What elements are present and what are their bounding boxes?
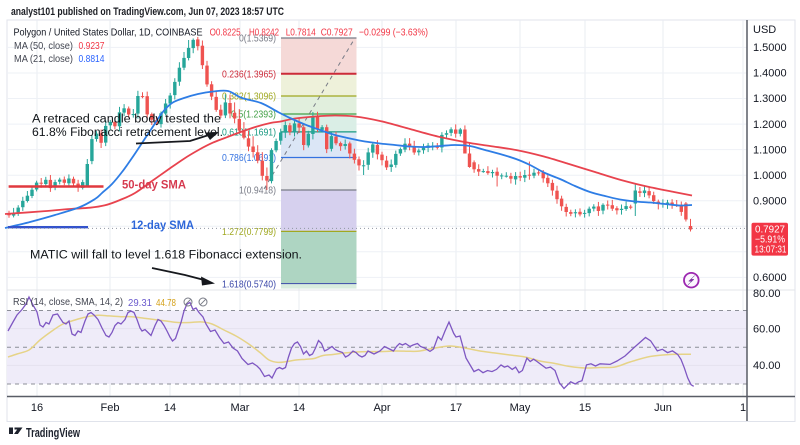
svg-text:0.8814: 0.8814 — [79, 53, 105, 65]
svg-text:1.4000: 1.4000 — [753, 68, 787, 80]
svg-text:0.7927: 0.7927 — [755, 225, 785, 236]
svg-text:61.8% Fibonacci retracement le: 61.8% Fibonacci retracement level. — [32, 127, 223, 139]
svg-text:13:07:31: 13:07:31 — [755, 245, 787, 256]
svg-text:O0.8225: O0.8225 — [210, 27, 241, 39]
svg-text:RSI (14, close, SMA, 14, 2): RSI (14, close, SMA, 14, 2) — [13, 296, 123, 308]
svg-text:1.618(0.5740): 1.618(0.5740) — [222, 279, 276, 291]
svg-text:Jun: Jun — [654, 402, 672, 414]
svg-text:1.5000: 1.5000 — [753, 42, 787, 54]
svg-text:1.2000: 1.2000 — [753, 119, 787, 131]
svg-text:1(0.9418): 1(0.9418) — [239, 185, 276, 197]
svg-text:14: 14 — [164, 402, 176, 414]
svg-text:1.272(0.7799): 1.272(0.7799) — [222, 226, 276, 238]
svg-text:0.6000: 0.6000 — [753, 272, 787, 284]
svg-text:29.31: 29.31 — [128, 297, 152, 309]
svg-text:Apr: Apr — [373, 402, 390, 414]
svg-text:80.00: 80.00 — [753, 288, 781, 300]
svg-text:USD: USD — [753, 24, 776, 36]
svg-text:17: 17 — [450, 402, 462, 414]
svg-text:Mar: Mar — [231, 402, 250, 414]
svg-text:0.382(1.3096): 0.382(1.3096) — [222, 91, 276, 103]
svg-text:MA (50, close): MA (50, close) — [14, 40, 73, 52]
svg-text:0.9000: 0.9000 — [753, 195, 787, 207]
svg-text:0.236(1.3965): 0.236(1.3965) — [222, 68, 276, 80]
svg-text:Feb: Feb — [101, 402, 120, 414]
svg-text:MA (21, close): MA (21, close) — [14, 53, 73, 65]
svg-text:C0.7927: C0.7927 — [321, 27, 353, 39]
svg-text:0(1.5369): 0(1.5369) — [239, 33, 276, 45]
svg-text:60.00: 60.00 — [753, 323, 781, 335]
svg-text:50-day SMA: 50-day SMA — [122, 178, 186, 192]
svg-text:H0.8242: H0.8242 — [249, 27, 279, 39]
svg-text:A retraced candle body tested: A retraced candle body tested the — [32, 113, 221, 125]
svg-text:1.0000: 1.0000 — [753, 170, 787, 182]
svg-text:Polygon / United States Dollar: Polygon / United States Dollar, 1D, COIN… — [14, 27, 203, 39]
svg-text:1.3000: 1.3000 — [753, 93, 787, 105]
svg-text:MATIC will fall to level 1.618: MATIC will fall to level 1.618 Fibonacci… — [30, 250, 302, 262]
svg-text:−5.91%: −5.91% — [755, 235, 785, 246]
svg-text:0.5(1.2393): 0.5(1.2393) — [231, 109, 276, 121]
svg-text:1: 1 — [740, 402, 746, 414]
svg-text:44.78: 44.78 — [156, 297, 176, 309]
svg-text:L0.7814: L0.7814 — [286, 27, 316, 39]
svg-text:0.9237: 0.9237 — [79, 40, 105, 52]
svg-text:15: 15 — [579, 402, 591, 414]
svg-text:1.1000: 1.1000 — [753, 144, 787, 156]
svg-text:0.786(1.0691): 0.786(1.0691) — [222, 152, 276, 164]
svg-text:16: 16 — [31, 402, 43, 414]
svg-text:analyst101 published on Tradin: analyst101 published on TradingView.com,… — [11, 6, 284, 18]
svg-text:14: 14 — [293, 402, 305, 414]
svg-text:May: May — [510, 402, 531, 414]
svg-text:12-day SMA: 12-day SMA — [131, 218, 194, 232]
svg-text:40.00: 40.00 — [753, 360, 781, 372]
svg-text:TradingView: TradingView — [26, 426, 80, 440]
svg-text:−0.0299 (−3.63%): −0.0299 (−3.63%) — [359, 27, 428, 39]
